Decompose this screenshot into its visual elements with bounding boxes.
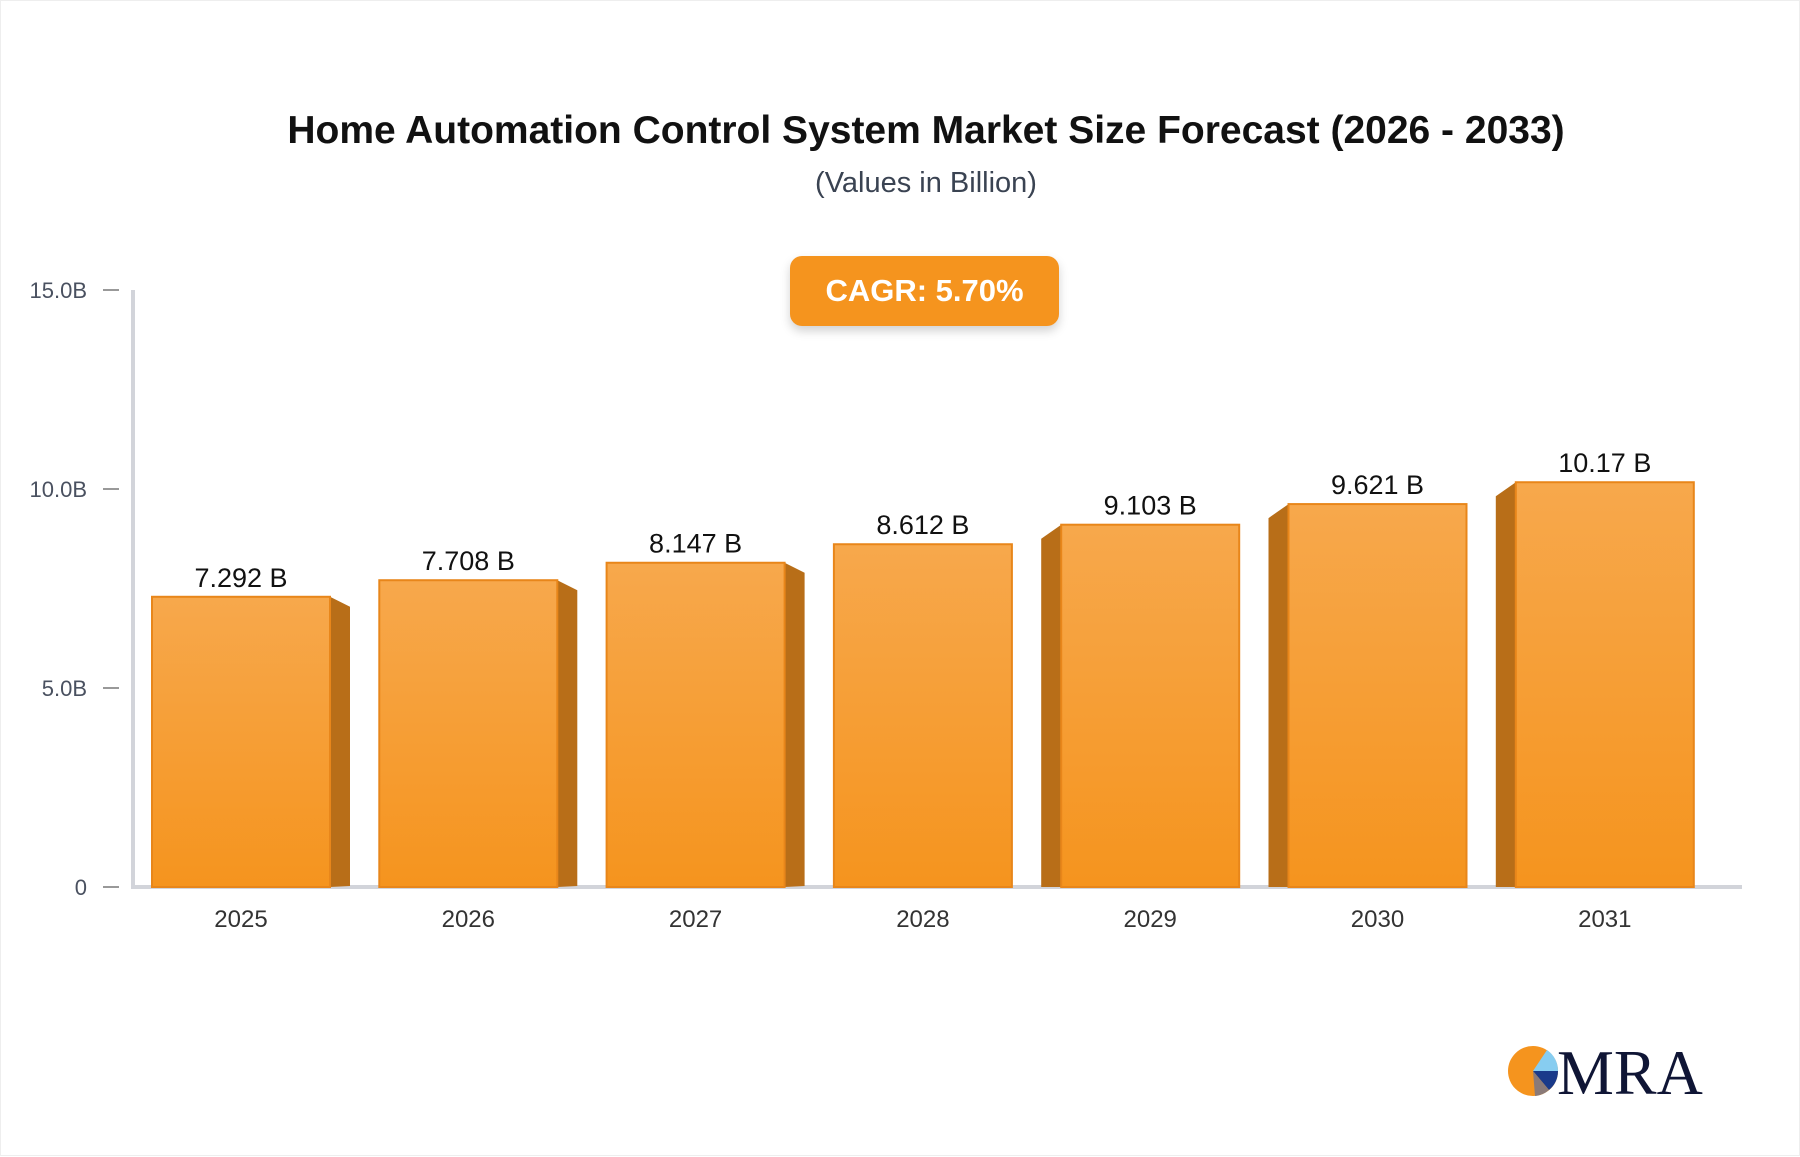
x-tick-label: 2029 <box>1124 906 1177 933</box>
bar-2031: 10.17 B 2031 <box>1495 448 1695 933</box>
data-label: 7.292 B <box>194 563 287 593</box>
bar-2026: 7.708 B 2026 <box>378 546 578 933</box>
bar-side <box>330 596 350 887</box>
bar-side <box>557 580 578 887</box>
data-label: 10.17 B <box>1558 448 1651 478</box>
bar-side <box>1268 504 1289 887</box>
data-label: 8.147 B <box>649 529 742 559</box>
data-label: 8.612 B <box>876 510 969 540</box>
y-tick-label: 5.0B <box>42 676 87 701</box>
bar-side <box>1041 524 1062 887</box>
bar <box>832 543 1013 888</box>
chart-title: Home Automation Control System Market Si… <box>287 109 1565 152</box>
bar <box>1514 481 1695 888</box>
bar-side <box>784 562 805 887</box>
bar-2028: 8.612 B 2028 <box>832 510 1013 933</box>
data-label: 9.103 B <box>1104 491 1197 521</box>
x-tick-label: 2028 <box>896 906 949 933</box>
cagr-badge: CAGR: 5.70% <box>790 256 1059 326</box>
bar-2029: 9.103 B 2029 <box>1041 491 1241 933</box>
x-tick-label: 2026 <box>442 906 495 933</box>
bar-2025: 7.292 B 2025 <box>151 563 350 933</box>
logo-text: MRA <box>1557 1037 1703 1108</box>
bar-2027: 8.147 B 2027 <box>605 529 805 933</box>
bar <box>378 579 559 889</box>
chart-subtitle: (Values in Billion) <box>815 167 1037 199</box>
x-tick-label: 2031 <box>1578 906 1631 933</box>
data-label: 7.708 B <box>422 546 515 576</box>
x-tick-label: 2030 <box>1351 906 1404 933</box>
y-tick-label: 15.0B <box>30 278 88 303</box>
y-tick-label: 10.0B <box>30 477 88 502</box>
data-label: 9.621 B <box>1331 470 1424 500</box>
bar-side <box>1495 482 1516 887</box>
mra-logo: MRA <box>1508 1037 1703 1108</box>
bar <box>605 561 786 888</box>
bar <box>151 595 331 888</box>
y-tick-label: 0 <box>75 875 87 900</box>
bar-2030: 9.621 B 2030 <box>1268 470 1468 933</box>
bar <box>1287 503 1468 888</box>
bar <box>1060 523 1241 889</box>
x-tick-label: 2027 <box>669 906 722 933</box>
x-tick-label: 2025 <box>214 906 267 933</box>
